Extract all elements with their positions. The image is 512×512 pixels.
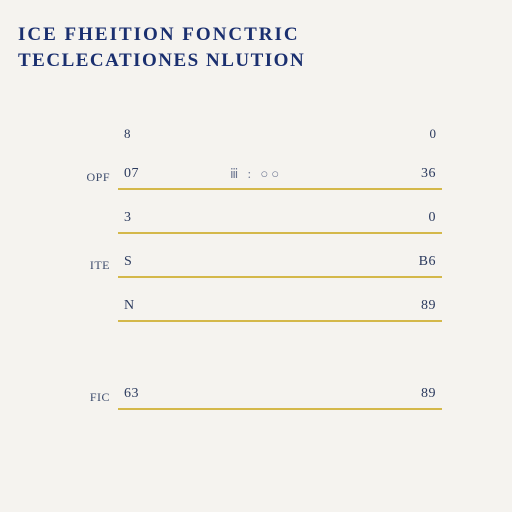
row-label: FIC xyxy=(30,390,110,405)
row-right-value: 89 xyxy=(366,386,436,402)
row-left-value: N xyxy=(124,298,194,314)
row-left-value: S xyxy=(124,254,194,270)
row-left-value: 07 xyxy=(124,166,194,182)
heading-line-2: TECLECATIONES NLUTION xyxy=(18,48,494,74)
row-right-value: B6 xyxy=(366,254,436,270)
axis-top-right: 0 xyxy=(430,126,437,142)
table-row: 30 xyxy=(30,204,482,240)
table-row: ITE S B6 xyxy=(30,248,482,284)
row-label: ITE xyxy=(30,258,110,273)
heading-line-1: ICE FHEITION FONCTRIC xyxy=(18,22,494,48)
row-line xyxy=(118,276,442,278)
row-right-value: 89 xyxy=(366,298,436,314)
row-mid-mark: ⅲ : ○○ xyxy=(230,166,282,182)
row-line xyxy=(118,188,442,190)
table-row: FIC 63 89 xyxy=(30,380,482,416)
row-left-value: 3 xyxy=(124,210,194,226)
row-line xyxy=(118,320,442,322)
table-row xyxy=(30,336,482,372)
table-row: OPF 07 ⅲ : ○○ 36 xyxy=(30,160,482,196)
table-row: N 89 xyxy=(30,292,482,328)
chart-area: 8 0 OPF07ⅲ : ○○3630ITESB6N89FIC6389 xyxy=(30,160,482,472)
row-left-value: 63 xyxy=(124,386,194,402)
axis-top-left: 8 xyxy=(124,126,131,142)
row-line xyxy=(118,232,442,234)
row-right-value: 0 xyxy=(366,210,436,226)
chart-heading: ICE FHEITION FONCTRIC TECLECATIONES NLUT… xyxy=(18,22,494,73)
row-right-value: 36 xyxy=(366,166,436,182)
row-label: OPF xyxy=(30,170,110,185)
row-line xyxy=(118,408,442,410)
